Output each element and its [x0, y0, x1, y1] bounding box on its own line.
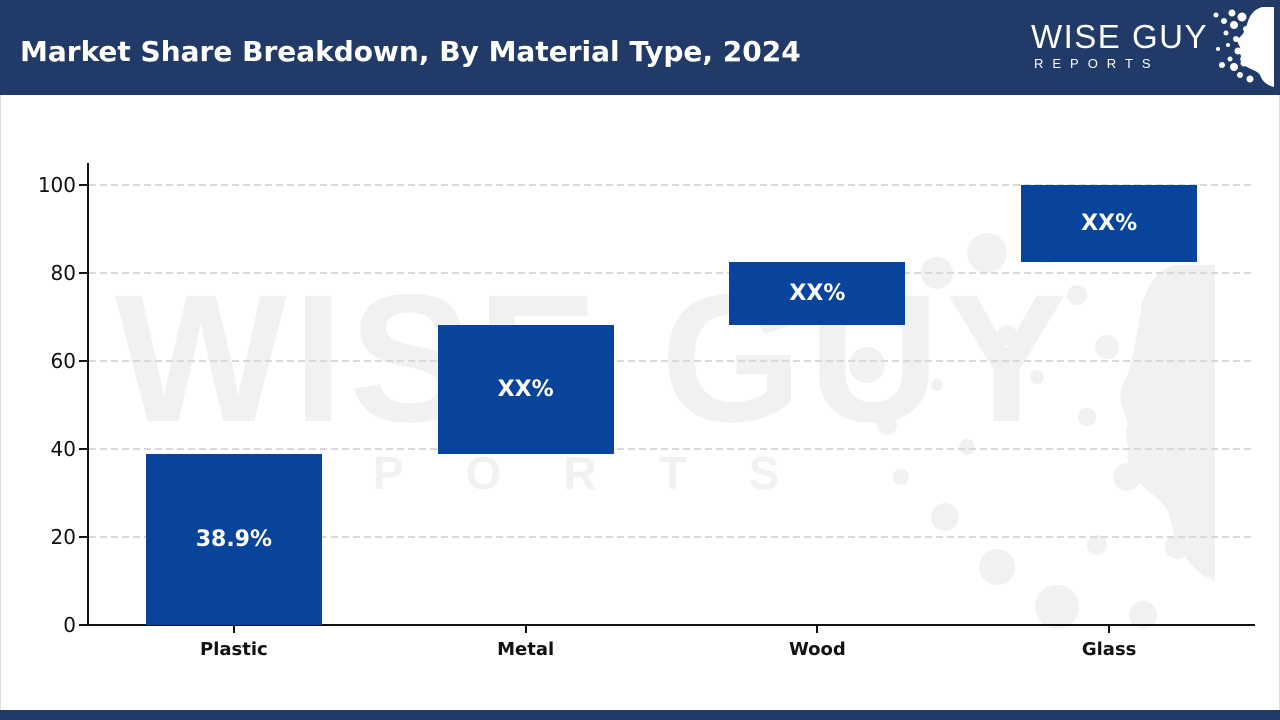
y-tick-mark [79, 447, 87, 450]
y-tick-label-60: 60 [50, 348, 76, 373]
footer-bar [0, 710, 1280, 720]
y-tick-label-40: 40 [50, 436, 76, 461]
category-label-plastic: Plastic [200, 639, 268, 660]
gridline-80 [89, 271, 1253, 274]
wise-guy-logo: WISE GUY REPORTS [1029, 0, 1274, 95]
logo-face-icon [1213, 7, 1274, 87]
x-tick-mark [524, 626, 527, 633]
logo-subtitle: REPORTS [1033, 56, 1160, 71]
header-bar: Market Share Breakdown, By Material Type… [0, 0, 1280, 95]
category-label-glass: Glass [1081, 639, 1137, 660]
y-tick-mark [79, 271, 87, 274]
y-tick-label-80: 80 [50, 260, 76, 285]
bar-metal: XX% [437, 325, 614, 454]
gridline-20 [89, 535, 1253, 538]
y-tick-mark [79, 359, 87, 362]
y-tick-mark [79, 624, 87, 626]
y-tick-label-0: 0 [63, 613, 76, 637]
left-border [0, 95, 1, 710]
page-title: Market Share Breakdown, By Material Type… [20, 35, 801, 68]
y-axis-line [87, 163, 89, 626]
y-tick-mark [79, 183, 87, 186]
x-axis-line [87, 624, 1255, 626]
y-tick-mark [79, 535, 87, 538]
bar-plastic: 38.9% [145, 453, 322, 625]
bar-value-label-wood: XX% [789, 281, 846, 306]
logo-wordmark: WISE GUY [1030, 18, 1208, 55]
gridline-40 [89, 447, 1253, 450]
gridline-100 [89, 183, 1253, 186]
category-label-wood: Wood [788, 639, 846, 660]
bar-value-label-metal: XX% [497, 377, 554, 403]
x-tick-mark [1108, 626, 1111, 633]
bar-value-label-plastic: 38.9% [195, 526, 273, 552]
category-label-metal: Metal [497, 639, 555, 660]
bar-value-label-glass: XX% [1081, 210, 1138, 236]
x-tick-mark [816, 626, 819, 633]
gridline-60 [89, 359, 1253, 362]
bar-wood: XX% [729, 261, 906, 326]
y-tick-label-100: 100 [37, 172, 76, 197]
bar-glass: XX% [1021, 184, 1198, 262]
x-tick-mark [232, 626, 235, 633]
y-tick-label-20: 20 [50, 524, 76, 549]
logo-text: WISE GUY REPORTS [1031, 20, 1208, 70]
